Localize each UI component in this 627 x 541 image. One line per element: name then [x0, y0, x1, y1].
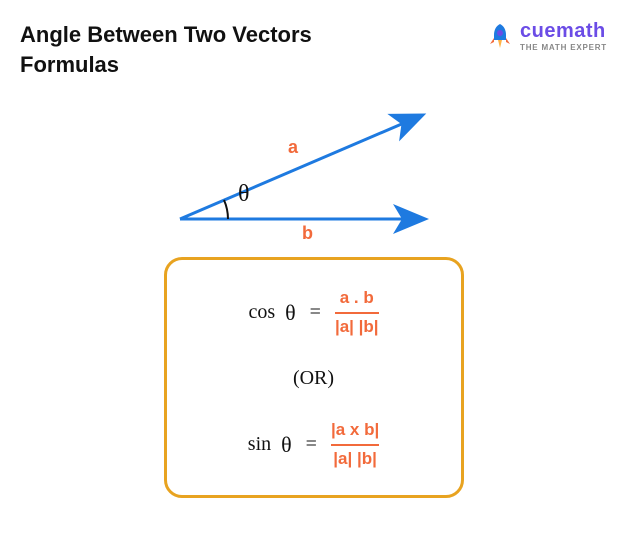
brand-name: cuemath: [520, 20, 607, 43]
cos-func: cos: [248, 301, 275, 324]
cos-numerator: a . b: [340, 288, 374, 308]
cos-theta: θ: [285, 300, 296, 326]
sin-eq: =: [306, 433, 317, 456]
sin-numerator: |a x b|: [331, 420, 379, 440]
or-separator: (OR): [187, 367, 441, 390]
vector-a-line: [180, 117, 418, 219]
cos-formula: cos θ = a . b |a| |b|: [187, 288, 441, 337]
theta-symbol: θ: [238, 181, 250, 208]
formula-box: cos θ = a . b |a| |b| (OR) sin θ = |a x …: [164, 257, 464, 498]
sin-fraction: |a x b| |a| |b|: [331, 420, 379, 469]
vector-a-label: a: [288, 137, 298, 158]
cos-eq: =: [310, 301, 321, 324]
angle-arc: [224, 200, 228, 219]
brand-tagline: THE MATH EXPERT: [520, 43, 607, 52]
cos-denominator: |a| |b|: [335, 317, 379, 337]
vector-diagram: a b θ: [20, 89, 607, 249]
vector-b-label: b: [302, 223, 313, 244]
sin-formula: sin θ = |a x b| |a| |b|: [187, 420, 441, 469]
sin-denominator: |a| |b|: [333, 449, 377, 469]
sin-theta: θ: [281, 432, 292, 458]
cos-fraction: a . b |a| |b|: [335, 288, 379, 337]
brand-logo: cuemath THE MATH EXPERT: [486, 20, 607, 52]
fraction-line: [335, 312, 379, 314]
rocket-icon: [486, 22, 514, 50]
vector-svg: [20, 89, 627, 249]
sin-func: sin: [248, 433, 271, 456]
header: Angle Between Two Vectors Formulas cuema…: [20, 20, 607, 79]
fraction-line: [331, 444, 379, 446]
page-title: Angle Between Two Vectors Formulas: [20, 20, 380, 79]
